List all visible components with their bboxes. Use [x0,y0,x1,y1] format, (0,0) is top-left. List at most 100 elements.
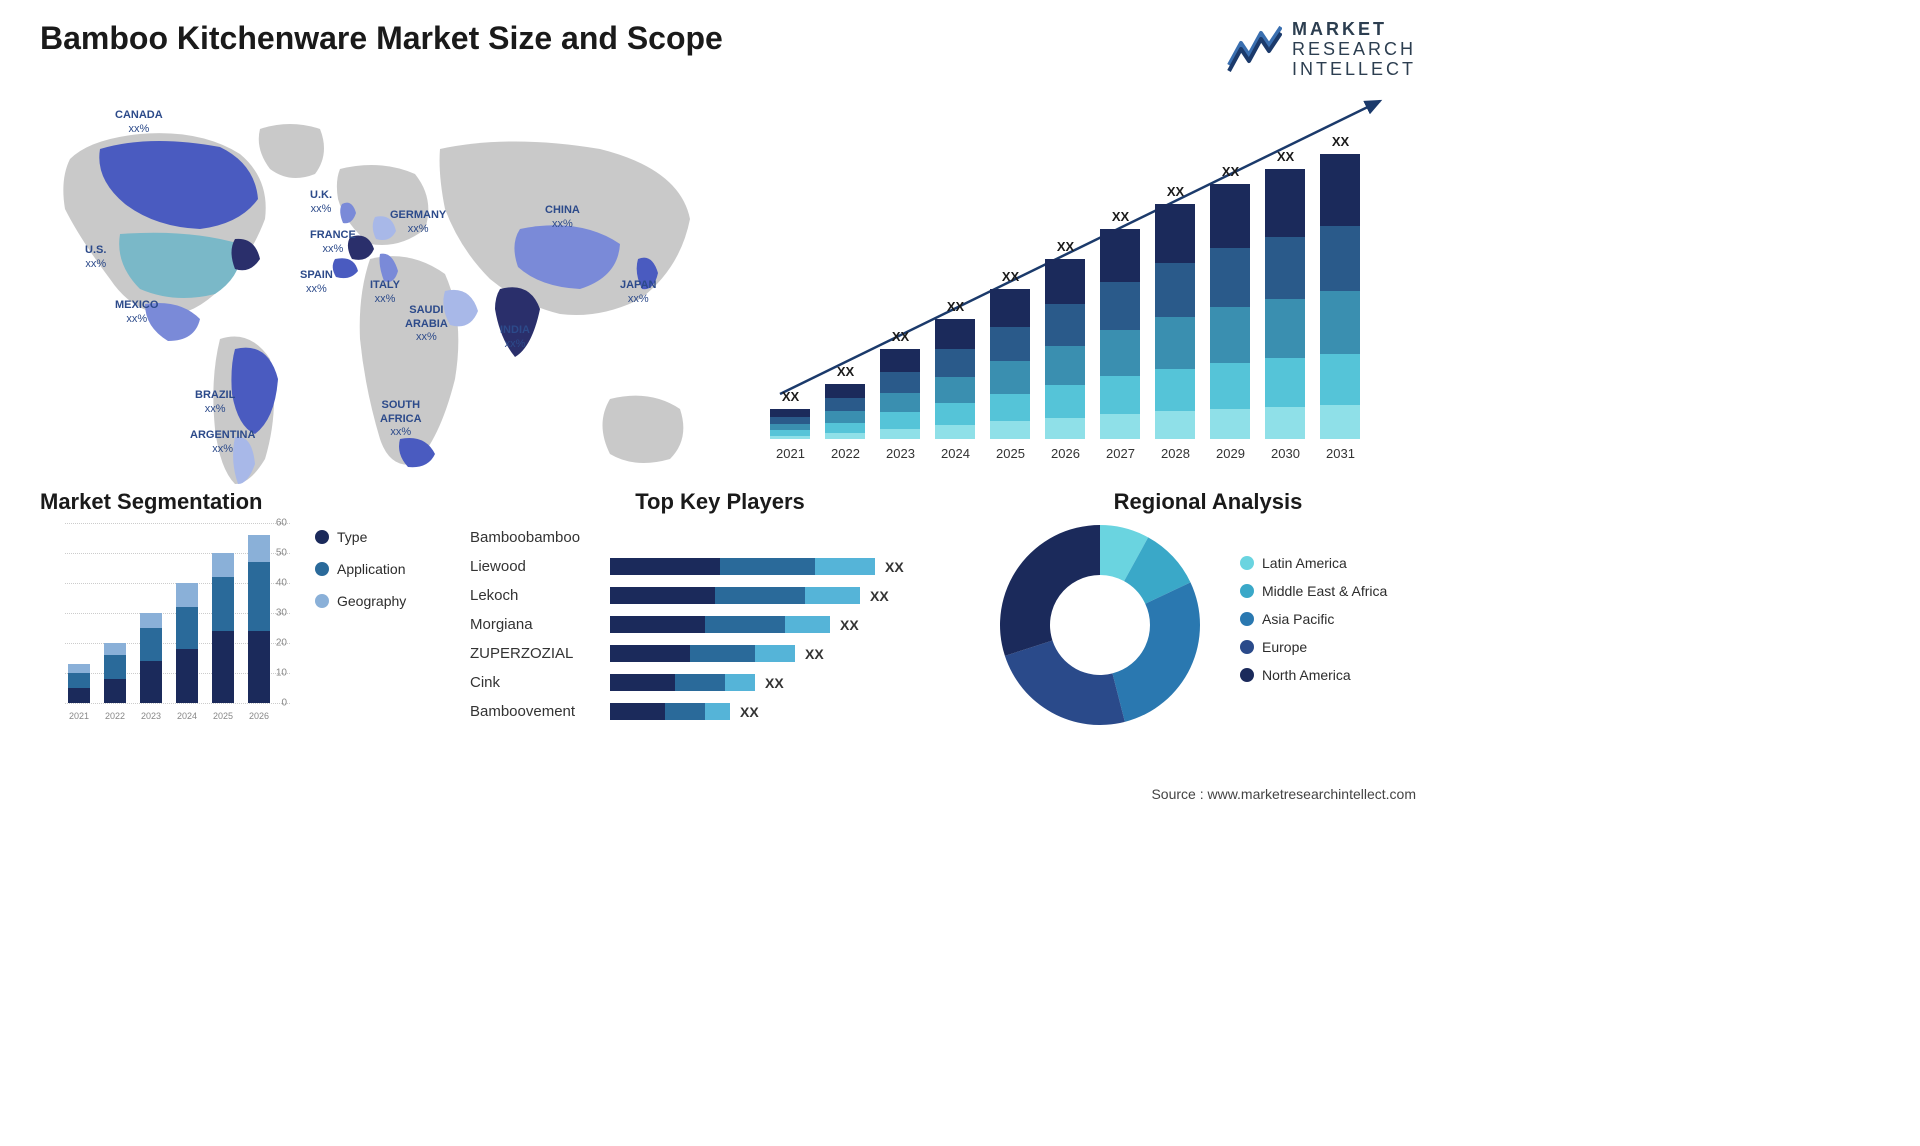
growth-bar-segment [825,398,865,411]
map-label: CHINAxx% [545,204,580,230]
legend-dot [315,530,329,544]
regional-donut [1000,525,1200,725]
regional-legend-item: Europe [1240,639,1387,655]
seg-bar-segment [176,583,198,607]
growth-bar-segment [935,319,975,349]
player-bar-segment [610,558,720,575]
donut-segment [1112,583,1200,722]
key-players-title: Top Key Players [470,489,970,515]
player-name: Liewood [470,558,610,575]
map-label: INDIAxx% [500,324,530,350]
player-name: Cink [470,674,610,691]
logo-wave-icon [1227,25,1282,75]
map-label: SPAINxx% [300,269,333,295]
player-bar-segment [715,587,805,604]
legend-label: Europe [1262,639,1307,655]
growth-bar-segment [935,403,975,425]
growth-bar-segment [1155,263,1195,317]
player-bar [610,558,875,575]
growth-bar-segment [1045,304,1085,345]
player-value: XX [805,646,824,662]
player-value: XX [840,617,859,633]
player-value: XX [740,704,759,720]
growth-bar-segment [1320,154,1360,225]
map-label: JAPANxx% [620,279,656,305]
player-bar-segment [725,674,755,691]
seg-bar-segment [140,661,162,703]
seg-bar-segment [140,628,162,661]
growth-bar-segment [770,436,810,440]
seg-legend-item: Application [315,561,406,577]
player-bar [610,674,755,691]
legend-label: Middle East & Africa [1262,583,1387,599]
player-row: MorgianaXX [470,610,970,639]
legend-dot [315,562,329,576]
seg-x-label: 2022 [100,711,130,721]
growth-bar-segment [1210,307,1250,363]
growth-bar-segment [1100,376,1140,414]
legend-label: Latin America [1262,555,1347,571]
player-bar-segment [815,558,875,575]
map-label: SAUDIARABIAxx% [405,304,448,344]
player-name: Bamboobamboo [470,529,610,546]
player-row: CinkXX [470,668,970,697]
growth-year-label: 2030 [1263,446,1308,461]
page-title: Bamboo Kitchenware Market Size and Scope [40,20,723,57]
growth-value-label: XX [1208,164,1253,179]
growth-bar-segment [1265,299,1305,358]
legend-dot [1240,584,1254,598]
growth-bar-segment [1210,409,1250,440]
growth-bar-segment [770,417,810,424]
growth-bar-segment [990,394,1030,421]
growth-bar-segment [1265,358,1305,407]
growth-bar-segment [1265,407,1305,439]
growth-bar: 2024XX [935,319,975,439]
growth-bar-segment [880,349,920,372]
regional-panel: Regional Analysis Latin AmericaMiddle Ea… [1000,489,1416,726]
growth-bar-segment [1265,237,1305,299]
legend-label: Type [337,529,367,545]
player-bar-segment [785,616,830,633]
donut-segment [1000,525,1100,656]
player-row: LekochXX [470,581,970,610]
player-bar-segment [675,674,725,691]
seg-legend-item: Type [315,529,406,545]
growth-bar: 2022XX [825,384,865,439]
logo-line1: MARKET [1292,20,1416,40]
legend-label: Application [337,561,406,577]
growth-bar-segment [1045,418,1085,440]
growth-bar-segment [880,429,920,440]
player-bar-segment [805,587,860,604]
player-row: BamboovementXX [470,697,970,726]
legend-dot [315,594,329,608]
growth-bar-segment [1210,363,1250,409]
growth-bar: 2029XX [1210,184,1250,439]
growth-year-label: 2022 [823,446,868,461]
seg-x-label: 2026 [244,711,274,721]
player-bar-segment [610,674,675,691]
growth-bar-segment [990,289,1030,327]
growth-year-label: 2026 [1043,446,1088,461]
growth-bar-segment [825,423,865,433]
growth-bar-segment [1320,405,1360,439]
donut-segment [1005,641,1125,726]
seg-bar: 2024 [176,583,198,703]
growth-bar: 2021XX [770,409,810,439]
legend-label: North America [1262,667,1351,683]
growth-bar-segment [880,412,920,428]
growth-bar: 2027XX [1100,229,1140,439]
seg-bar-segment [176,649,198,703]
growth-bar-segment [1210,184,1250,248]
player-row: LiewoodXX [470,552,970,581]
seg-bar-segment [104,679,126,703]
map-label: BRAZILxx% [195,389,235,415]
map-country-shape [443,290,478,327]
seg-x-label: 2021 [64,711,94,721]
growth-value-label: XX [1318,134,1363,149]
seg-bar-segment [212,631,234,703]
growth-bar-segment [1320,226,1360,292]
growth-value-label: XX [933,299,978,314]
seg-bar: 2023 [140,613,162,703]
growth-bar-segment [880,372,920,393]
growth-value-label: XX [878,329,923,344]
